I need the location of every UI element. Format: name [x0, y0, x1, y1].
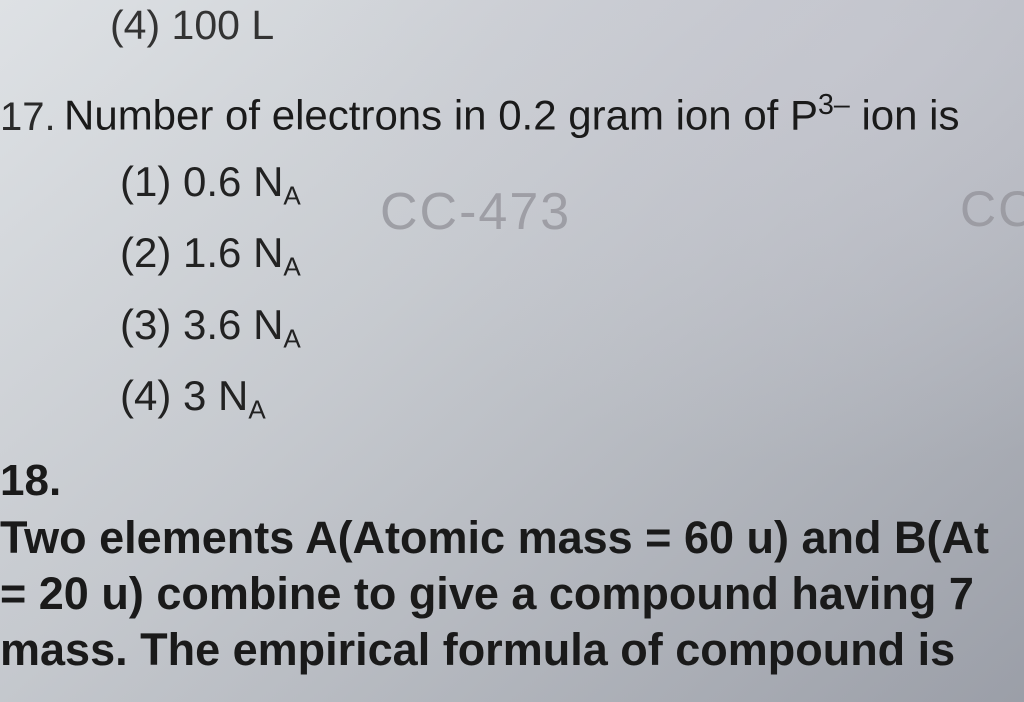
option-label: (3) [120, 301, 171, 348]
q17-option-2: (2) 1.6 NA [120, 229, 1004, 282]
q18-line-1: Two elements A(Atomic mass = 60 u) and B… [0, 510, 989, 566]
subscript-a: A [283, 323, 300, 353]
question-number: 17. [0, 94, 64, 140]
subscript-a: A [283, 252, 300, 282]
option-label: (4) [120, 372, 171, 419]
q18-line-2: = 20 u) combine to give a compound havin… [0, 566, 989, 622]
q17-option-1: (1) 0.6 NA [120, 158, 1004, 211]
question-text-b: ion is [850, 92, 960, 139]
option-label: (4) [110, 2, 160, 48]
option-label: (2) [120, 229, 171, 276]
q18-line-3: mass. The empirical formula of compound … [0, 622, 989, 678]
subscript-a: A [283, 180, 300, 210]
page-scan: (4) 100 L 17.Number of electrons in 0.2 … [0, 0, 1024, 702]
question-text-a: Number of electrons in 0.2 gram ion of P [64, 92, 818, 139]
q17-options: (1) 0.6 NA (2) 1.6 NA (3) 3.6 NA (4) 3 N… [120, 158, 1004, 425]
option-label: (1) [120, 158, 171, 205]
q17-option-3: (3) 3.6 NA [120, 301, 1004, 354]
question-17: 17.Number of electrons in 0.2 gram ion o… [0, 89, 1004, 140]
superscript-charge: 3– [818, 89, 850, 121]
prev-option-4: (4) 100 L [110, 2, 1004, 49]
question-18: 18. Two elements A(Atomic mass = 60 u) a… [0, 453, 1004, 678]
question-body: Two elements A(Atomic mass = 60 u) and B… [0, 510, 989, 679]
option-coeff: 3 N [183, 372, 248, 419]
question-number: 18. [0, 453, 76, 508]
option-coeff: 1.6 N [183, 229, 283, 276]
option-coeff: 3.6 N [183, 301, 283, 348]
subscript-a: A [248, 394, 265, 424]
option-coeff: 0.6 N [183, 158, 283, 205]
option-value: 100 L [172, 2, 275, 48]
q17-option-4: (4) 3 NA [120, 372, 1004, 425]
